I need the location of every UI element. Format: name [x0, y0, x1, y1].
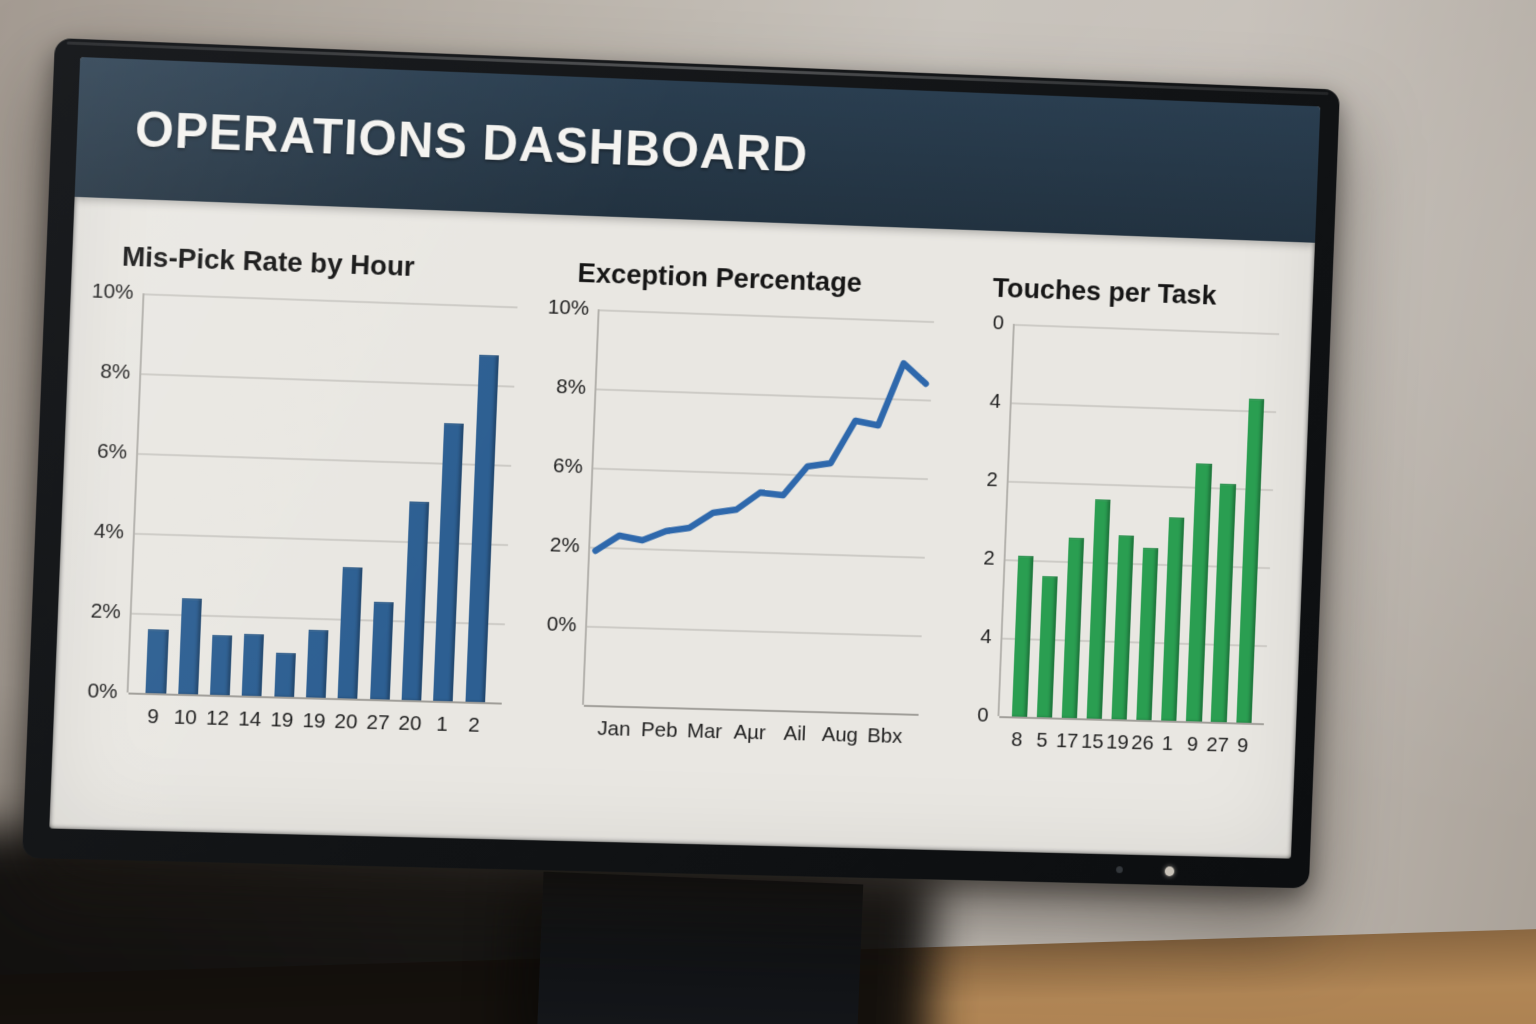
bar: [1011, 555, 1034, 717]
y-tick-label: 6%: [96, 439, 128, 464]
x-tick-label: 26: [1130, 731, 1155, 755]
chart-title: Mis-Pick Rate by Hour: [121, 240, 416, 282]
x-tick-label: 1: [1161, 732, 1174, 756]
bar: [433, 423, 465, 702]
x-tick-label: 20: [398, 711, 422, 736]
y-tick-label: 10%: [91, 279, 135, 304]
x-tick-label: 19: [302, 709, 326, 733]
monitor-bezel: OPERATIONS DASHBOARD Mis-Pick Rate by Ho…: [22, 38, 1340, 889]
x-tick-label: Aµr: [733, 720, 767, 745]
chart-title: Touches per Task: [992, 272, 1218, 311]
bar: [274, 652, 296, 697]
chart-mispick-rate-by-hour: Mis-Pick Rate by Hour 10% 8% 6% 4% 2% 0% 9 10 1…: [69, 239, 519, 738]
power-led: [1164, 866, 1175, 877]
y-tick-label: 4: [979, 625, 992, 649]
y-tick-label: 6%: [552, 454, 584, 479]
y-tick-label: 2%: [90, 599, 122, 624]
bar: [178, 598, 202, 695]
charts-row: Mis-Pick Rate by Hour 10% 8% 6% 4% 2% 0% 9 10 1…: [53, 197, 1315, 759]
chart-body: 10% 8% 6% 2% 0% Jan Peb Mar Aµr Ail Aug Bbx: [526, 296, 934, 749]
y-tick-label: 4%: [93, 519, 125, 544]
x-axis-labels: Jan Peb Mar Aµr Ail Aug Bbx: [581, 717, 918, 750]
bar: [306, 629, 329, 698]
bar: [401, 501, 430, 701]
x-axis-labels: 8 5 17 15 19 26 1 9 27 9: [996, 728, 1264, 759]
y-tick-label: 0%: [546, 612, 577, 637]
y-tick-label: 0: [992, 311, 1005, 335]
x-tick-label: 17: [1055, 729, 1079, 753]
chart-title: Exception Percentage: [577, 257, 863, 298]
x-tick-label: Jan: [597, 717, 631, 741]
x-tick-label: 10: [173, 705, 198, 730]
x-tick-label: Aug: [821, 723, 859, 747]
y-tick-label: 8%: [99, 359, 131, 384]
x-tick-label: 19: [269, 708, 294, 732]
y-tick-label: 2%: [549, 533, 581, 558]
x-tick-label: 9: [1236, 734, 1249, 757]
y-tick-label: 10%: [547, 295, 590, 320]
bar: [1161, 517, 1185, 721]
x-tick-label: 2: [467, 713, 481, 737]
chart-body: 10% 8% 6% 4% 2% 0% 9 10 12 14 19 19 20 27 20 1 2: [69, 280, 518, 738]
chart-exception-percentage: Exception Percentage 10% 8% 6% 2% 0% Jan Peb M…: [526, 256, 936, 749]
line-path: [596, 353, 927, 560]
plot-wrap: 8 5 17 15 19 26 1 9 27 9: [996, 323, 1280, 759]
bar: [369, 601, 394, 700]
dashboard-title: OPERATIONS DASHBOARD: [134, 101, 810, 183]
bar-series: [999, 324, 1279, 723]
bar: [1036, 575, 1058, 718]
x-axis-labels: 9 10 12 14 19 19 20 27 20 1 2: [125, 704, 501, 738]
bar: [1086, 499, 1111, 719]
plot-area: [997, 323, 1280, 726]
bar: [337, 566, 363, 699]
bar: [210, 634, 233, 696]
y-tick-label: 2: [986, 468, 999, 492]
x-tick-label: Bbx: [866, 724, 903, 748]
line-series: [584, 309, 934, 714]
x-tick-label: 5: [1035, 728, 1049, 752]
x-tick-label: 9: [146, 705, 160, 729]
x-tick-label: 15: [1080, 730, 1104, 754]
y-tick-label: 0%: [86, 679, 119, 704]
x-tick-label: 20: [334, 710, 359, 734]
bar: [1136, 547, 1159, 721]
y-tick-label: 4: [989, 389, 1002, 413]
x-tick-label: 1: [435, 712, 449, 736]
x-tick-label: 19: [1105, 730, 1130, 754]
bar: [242, 633, 265, 697]
x-tick-label: Mar: [686, 719, 723, 744]
y-tick-label: 0: [976, 703, 989, 727]
bar: [1061, 537, 1085, 719]
plot-area: [126, 293, 518, 705]
bar-series: [129, 293, 518, 703]
bar: [1111, 535, 1135, 720]
x-tick-label: Ail: [783, 722, 807, 746]
bar: [145, 629, 169, 694]
x-tick-label: 8: [1010, 728, 1023, 752]
plot-area: [582, 309, 934, 716]
plot-wrap: Jan Peb Mar Aµr Ail Aug Bbx: [581, 309, 934, 749]
monitor-stand: [536, 871, 864, 1024]
bar: [465, 354, 499, 703]
x-tick-label: Peb: [640, 718, 678, 742]
y-tick-label: 8%: [555, 375, 587, 399]
x-tick-label: 27: [366, 710, 391, 735]
x-tick-label: 14: [237, 707, 262, 731]
bezel-button: [1115, 866, 1123, 874]
x-tick-label: 9: [1186, 732, 1199, 756]
y-tick-label: 2: [982, 546, 996, 570]
x-tick-label: 27: [1206, 733, 1230, 757]
plot-wrap: 9 10 12 14 19 19 20 27 20 1 2: [125, 293, 518, 738]
screen: OPERATIONS DASHBOARD Mis-Pick Rate by Ho…: [49, 57, 1321, 859]
x-tick-label: 12: [205, 706, 230, 731]
